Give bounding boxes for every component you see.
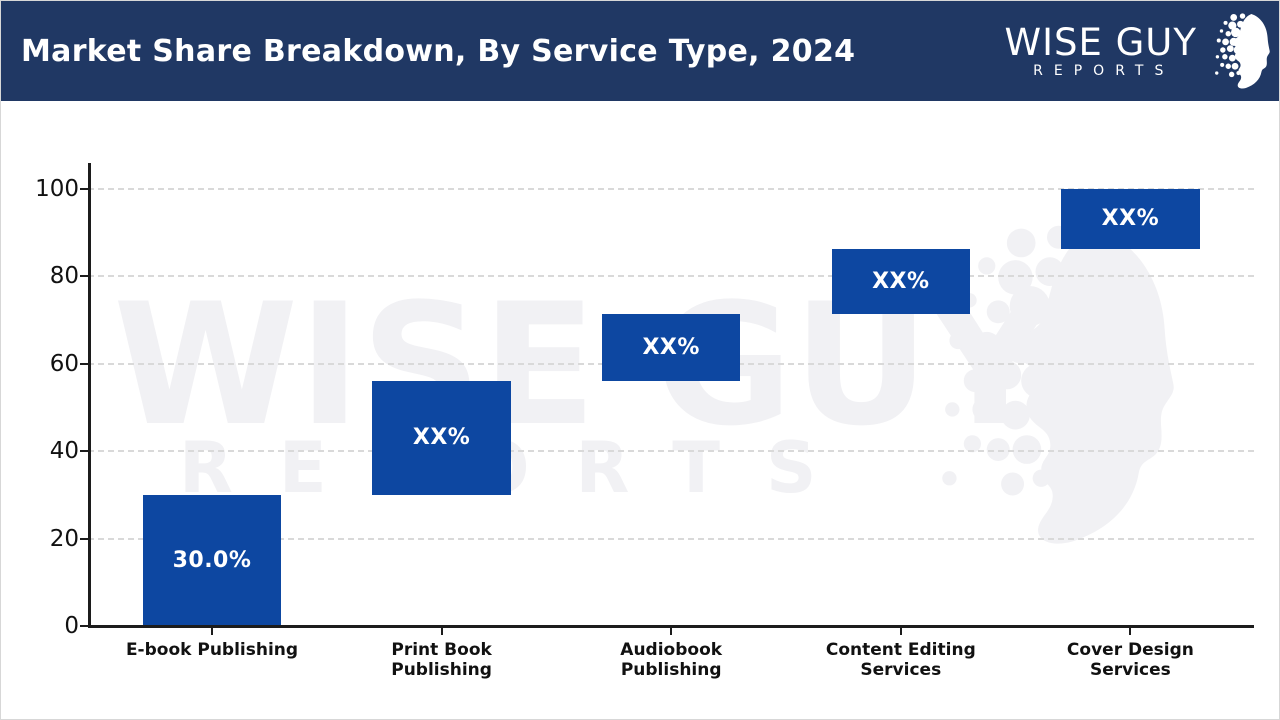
bar: XX%: [601, 314, 741, 381]
bar-value-label: XX%: [872, 268, 930, 294]
bar: 30.0%: [142, 494, 282, 626]
x-category-label-line: Print Book: [391, 640, 492, 660]
x-category-label-line: Services: [1089, 660, 1171, 680]
y-tick-label: 20: [49, 525, 79, 552]
logo-wordmark: WISE GUY REPORTS: [1005, 24, 1197, 78]
y-tick-mark: [80, 450, 88, 453]
x-tick-mark: [670, 628, 673, 635]
x-category-label: Content Editing Services: [785, 640, 1017, 680]
bar: XX%: [831, 248, 971, 315]
x-category-label-line: Cover Design: [1066, 640, 1194, 660]
wiseguy-logo: WISE GUY REPORTS: [1005, 9, 1271, 93]
bar-value-label: XX%: [642, 334, 700, 360]
y-axis: [88, 163, 91, 627]
x-category-label-line: Audiobook: [620, 640, 723, 660]
watermark-head-icon: [942, 225, 1174, 544]
y-tick-label: 80: [49, 263, 79, 290]
y-tick-label: 40: [49, 438, 79, 465]
chart-title: Market Share Breakdown, By Service Type,…: [21, 33, 856, 69]
y-tick-label: 60: [49, 350, 79, 377]
gridline: [88, 450, 1254, 453]
bar-value-label: XX%: [412, 425, 471, 451]
y-tick-mark: [80, 625, 88, 627]
x-category-label: Audiobook Publishing: [555, 640, 787, 680]
x-category-label-line: Publishing: [620, 660, 722, 680]
x-category-label-line: Publishing: [391, 660, 492, 680]
bar-value-label: 30.0%: [172, 547, 252, 573]
x-category-label: Cover Design Services: [1014, 640, 1246, 680]
y-tick-mark: [80, 537, 88, 540]
x-tick-mark: [1129, 628, 1132, 635]
x-category-label: Print Book Publishing: [326, 640, 558, 680]
x-category-label-line: E-book Publishing: [125, 640, 299, 660]
bar-value-label: XX%: [1101, 206, 1160, 232]
x-tick-mark: [440, 628, 443, 635]
x-category-label: E-book Publishing: [96, 640, 328, 660]
y-tick-mark: [80, 362, 88, 365]
x-tick-mark: [211, 628, 213, 635]
header: Market Share Breakdown, By Service Type,…: [1, 1, 1279, 101]
y-tick-mark: [80, 275, 88, 278]
x-category-label-line: Services: [860, 660, 942, 680]
gridline: [88, 275, 1254, 278]
x-axis: [88, 625, 1254, 628]
logo-head-icon: [1215, 13, 1270, 89]
gridline: [88, 537, 1254, 540]
gridline: [88, 187, 1254, 190]
y-tick-mark: [80, 187, 88, 190]
x-tick-mark: [899, 628, 902, 635]
bar: XX%: [1061, 188, 1200, 249]
bar: XX%: [372, 380, 511, 495]
logo-subtitle: REPORTS: [1033, 63, 1175, 79]
y-tick-label: 0: [64, 613, 79, 639]
y-tick-label: 100: [35, 175, 79, 202]
x-category-label-line: Content Editing: [825, 640, 976, 660]
logo-word: WISE GUY: [1004, 21, 1197, 64]
